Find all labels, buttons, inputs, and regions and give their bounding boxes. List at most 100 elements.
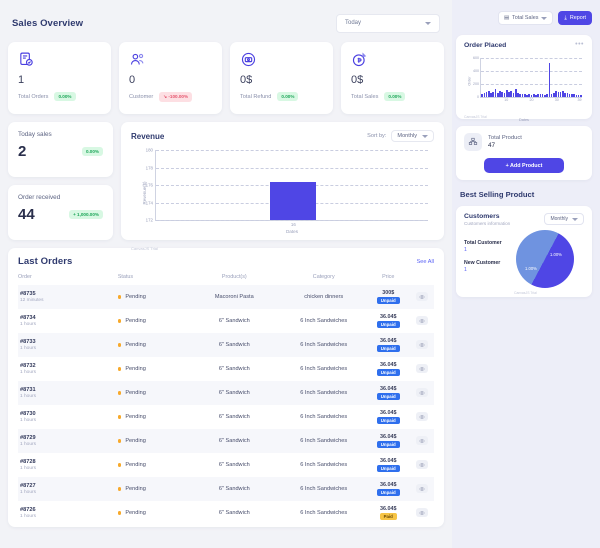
bar	[555, 90, 557, 97]
order-cell: #8734 1 hours	[18, 309, 118, 333]
total-sales-select[interactable]: ▤ Total Sales	[497, 11, 554, 25]
order-time: 1 hours	[20, 370, 36, 375]
view-order-button[interactable]	[415, 316, 428, 326]
order-id: #8730	[20, 411, 36, 417]
grid-line	[481, 84, 582, 85]
table-row[interactable]: #8731 1 hours Pending 6" Sandwich 6 Inch San…	[18, 381, 434, 405]
y-axis-tick: 180	[145, 147, 153, 153]
view-order-button[interactable]	[415, 364, 428, 374]
order-category: 6 Inch Sandwiches	[300, 390, 348, 396]
customers-range-value: Monthly	[550, 216, 568, 222]
order-price-cell: 36.04$ Unpaid	[367, 357, 409, 381]
status-dot-icon	[117, 391, 122, 395]
view-order-button[interactable]	[415, 292, 428, 302]
order-placed-y-label: Order	[467, 76, 472, 86]
product-box-icon	[464, 133, 482, 151]
order-category: 6 Inch Sandwiches	[300, 438, 348, 444]
table-row[interactable]: #8733 1 hours Pending 6" Sandwich 6 Inch San…	[18, 333, 434, 357]
report-button[interactable]: ⤓ Report	[558, 11, 592, 25]
stat-badge: 0.00%	[384, 92, 406, 101]
bar	[535, 94, 537, 97]
order-status: Pending	[125, 294, 146, 300]
stat-card-customer[interactable]: 0 Customer ↘ -100.00%	[119, 42, 222, 114]
pie-label: 1.00%	[550, 252, 562, 257]
bar	[481, 94, 483, 97]
view-order-button[interactable]	[415, 388, 428, 398]
order-action-cell	[409, 357, 434, 381]
table-row[interactable]: #8728 1 hours Pending 6" Sandwich 6 Inch San…	[18, 453, 434, 477]
bar	[539, 94, 542, 97]
grid-line	[481, 58, 582, 59]
status-cell-wrap: Pending	[117, 501, 189, 525]
view-order-button[interactable]	[415, 436, 428, 446]
today-sales-value: 2	[18, 143, 27, 160]
total-sales-value: Total Sales	[512, 15, 539, 21]
chevron-down-icon	[541, 16, 548, 20]
revenue-sort-select[interactable]: Monthly	[391, 130, 434, 142]
order-id: #8729	[20, 435, 36, 441]
table-row[interactable]: #8726 1 hours Pending 6" Sandwich 6 Inch San…	[18, 501, 434, 525]
table-row[interactable]: #8734 1 hours Pending 6" Sandwich 6 Inch San…	[18, 309, 434, 333]
grid-line	[156, 167, 428, 169]
table-row[interactable]: #8735 12 minutes Pending Macoroni Pasta chic…	[18, 285, 434, 309]
sidebar-toolbar: ▤ Total Sales ⤓ Report	[456, 8, 592, 28]
order-price-cell: 300$ Unpaid	[367, 285, 409, 309]
payment-status-badge: Unpaid	[376, 417, 400, 424]
table-row[interactable]: #8729 1 hours Pending 6" Sandwich 6 Inch San…	[18, 429, 434, 453]
order-price: 36.04$	[379, 458, 397, 464]
stat-card-total-sales[interactable]: 0$ Total Sales 0.00%	[341, 42, 444, 114]
order-price: 36.04$	[379, 434, 397, 440]
today-sales-card[interactable]: Today sales 2 0.00%	[8, 122, 113, 177]
table-row[interactable]: #8727 1 hours Pending 6" Sandwich 6 Inch San…	[18, 477, 434, 501]
stat-value: 0	[129, 74, 136, 86]
order-action-cell	[409, 333, 434, 357]
order-cell: #8730 1 hours	[18, 405, 118, 429]
download-icon: ⤓	[564, 14, 567, 21]
order-category: 6 Inch Sandwiches	[300, 366, 348, 372]
bar	[494, 89, 497, 97]
bar	[562, 91, 564, 97]
order-time: 1 hours	[20, 322, 36, 327]
order-product: 6" Sandwich	[218, 414, 250, 420]
table-row[interactable]: #8730 1 hours Pending 6" Sandwich 6 Inch San…	[18, 405, 434, 429]
bar	[492, 91, 495, 97]
x-axis-tick: 16	[290, 222, 296, 227]
sales-overview-header: Sales Overview Today	[8, 10, 444, 36]
bar	[512, 93, 515, 97]
table-row[interactable]: #8732 1 hours Pending 6" Sandwich 6 Inch San…	[18, 357, 434, 381]
order-received-card[interactable]: Order received 44 + 1,000.00%	[8, 185, 113, 240]
add-product-button[interactable]: + Add Product	[484, 158, 564, 173]
y-axis-tick: 0	[477, 95, 479, 99]
view-order-button[interactable]	[415, 340, 428, 350]
x-axis-tick: 39	[577, 98, 582, 102]
view-order-button[interactable]	[415, 460, 428, 470]
order-cell: #8729 1 hours	[18, 429, 118, 453]
order-category: chicken dinners	[304, 294, 344, 300]
bar	[270, 181, 317, 220]
see-all-link[interactable]: See All	[416, 258, 434, 265]
bar	[575, 94, 578, 97]
order-status: Pending	[125, 414, 146, 420]
bar	[530, 95, 533, 97]
more-options-icon[interactable]: •••	[575, 41, 584, 48]
order-status: Pending	[125, 390, 146, 396]
order-price-cell: 36.04$ Unpaid	[367, 309, 409, 333]
view-order-button[interactable]	[415, 484, 428, 494]
order-price-cell: 36.04$ Unpaid	[367, 333, 409, 357]
stat-label: Total Sales	[351, 93, 379, 100]
order-product: 6" Sandwich	[218, 438, 250, 444]
bar	[517, 93, 519, 97]
status-dot-icon	[117, 487, 122, 491]
customers-range-select[interactable]: Monthly	[544, 213, 584, 225]
bar	[499, 91, 501, 97]
view-order-button[interactable]	[415, 412, 428, 422]
view-order-button[interactable]	[415, 508, 428, 518]
today-sales-label: Today sales	[18, 131, 52, 138]
bar	[483, 93, 486, 97]
order-action-cell	[409, 309, 434, 333]
date-range-select[interactable]: Today	[336, 13, 440, 33]
stat-card-total-refund[interactable]: 0$ Total Refund 0.00%	[230, 42, 333, 114]
stat-card-total-orders[interactable]: 1 Total Orders 0.00%	[8, 42, 111, 114]
bar	[519, 94, 522, 97]
payment-status-badge: Unpaid	[376, 321, 400, 328]
